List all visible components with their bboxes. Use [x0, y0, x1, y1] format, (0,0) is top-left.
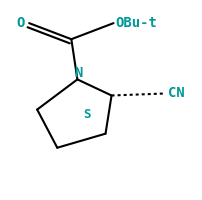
- Text: N: N: [74, 66, 82, 80]
- Text: O: O: [16, 16, 24, 30]
- Text: S: S: [83, 108, 91, 120]
- Text: CN: CN: [168, 86, 184, 100]
- Text: OBu-t: OBu-t: [115, 16, 157, 30]
